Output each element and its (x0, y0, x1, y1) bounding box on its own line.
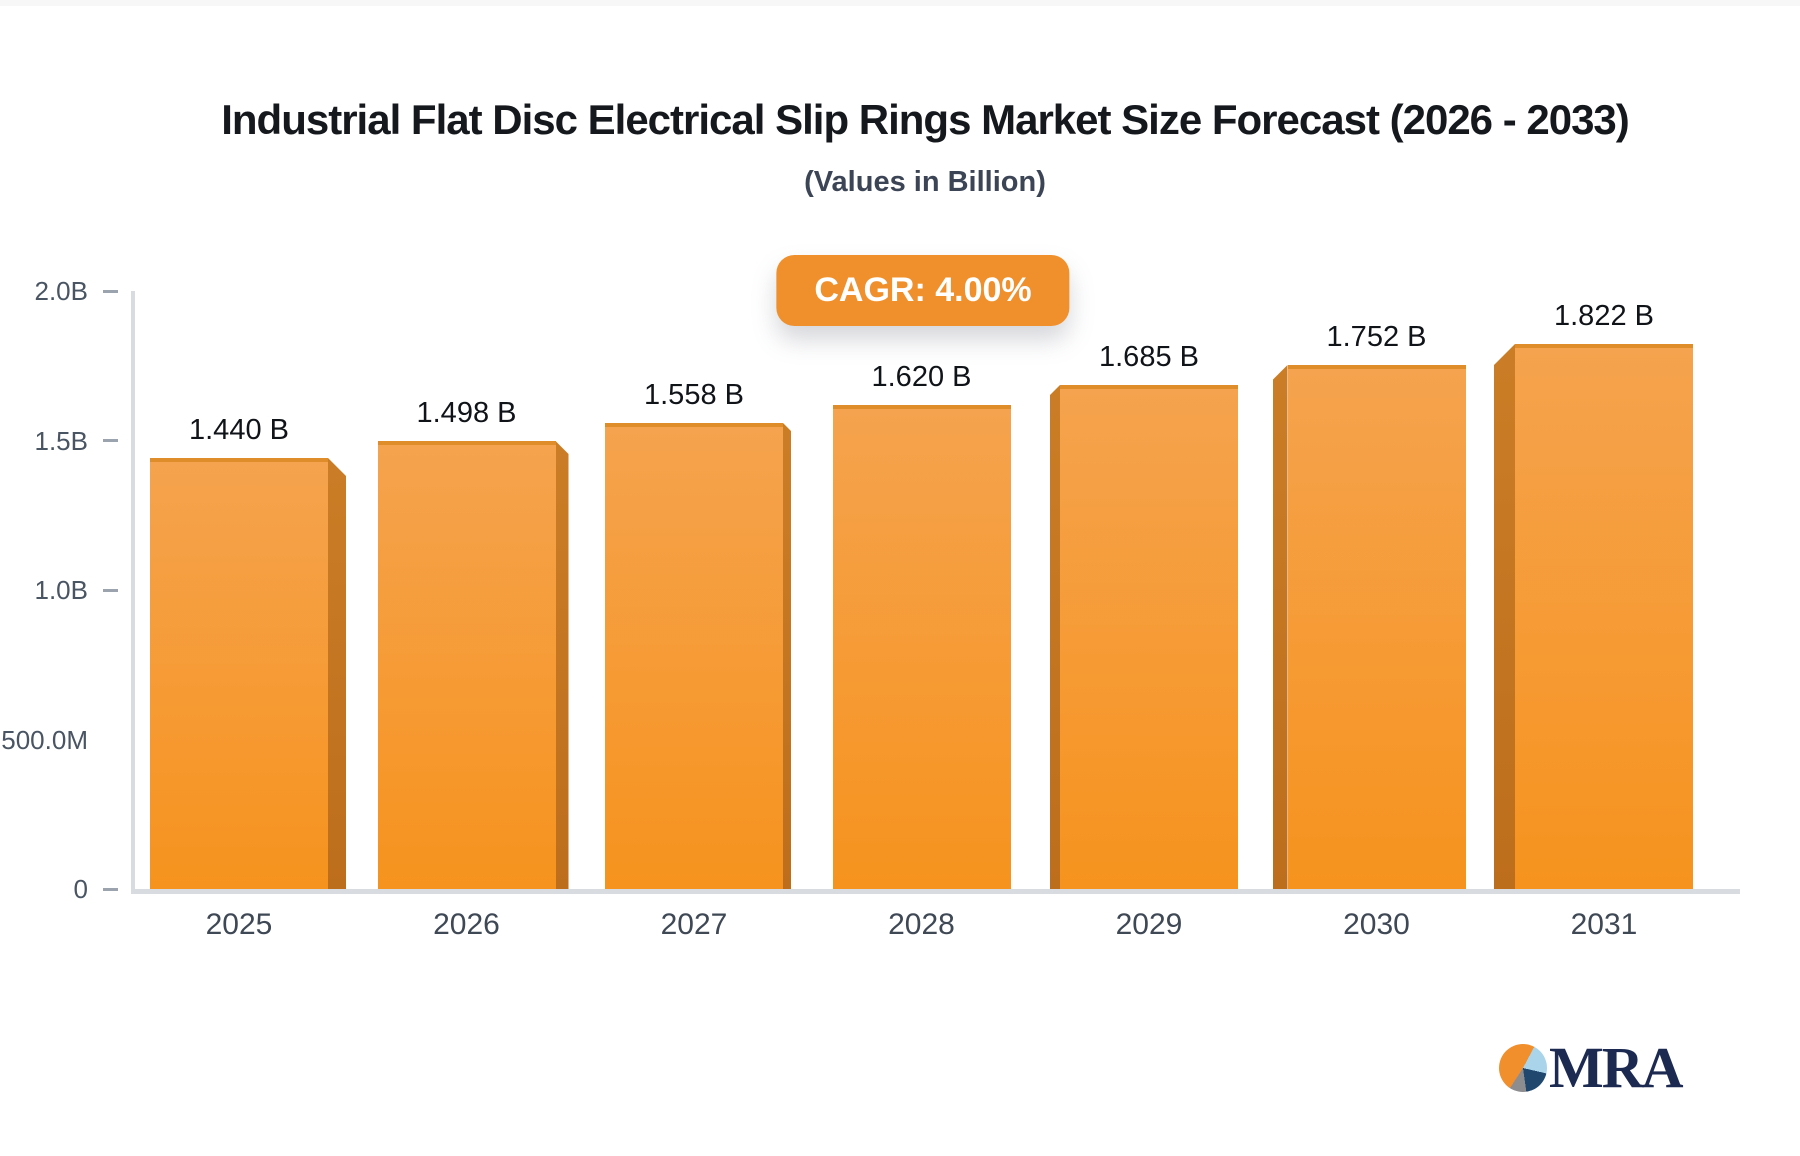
mra-logo: MRA (1499, 1030, 1684, 1106)
bar-2030 (1287, 365, 1466, 889)
y-axis-tick-label: 2.0B (34, 276, 89, 306)
bar-value-label: 1.752 B (1326, 321, 1427, 353)
chart-title: Industrial Flat Disc Electrical Slip Rin… (221, 96, 1630, 143)
bar-3d-side (1494, 344, 1515, 889)
bar-2025 (150, 458, 328, 889)
bar-3d-side (1050, 385, 1060, 889)
bar-2027 (605, 423, 783, 889)
bar-value-label: 1.498 B (416, 397, 517, 429)
bar-3d-side (555, 441, 569, 889)
chart-subtitle: (Values in Billion) (804, 166, 1046, 198)
pie-chart-logo-icon (1499, 1044, 1547, 1092)
y-axis-tick-label: 500.0M (1, 724, 88, 755)
bar-value-label: 1.685 B (1099, 341, 1199, 373)
x-axis-tick-label: 2025 (205, 908, 273, 941)
y-axis-tick-label: 1.0B (34, 575, 89, 605)
y-axis-tick-mark (103, 588, 118, 592)
y-axis-tick-mark (103, 439, 118, 442)
x-axis-tick-label: 2030 (1343, 908, 1410, 941)
bar-value-label: 1.558 B (644, 379, 744, 411)
y-axis-tick-mark (103, 887, 118, 891)
y-axis-tick-label: 0 (73, 874, 88, 904)
cagr-badge: CAGR: 4.00% (776, 255, 1070, 326)
bar-value-label: 1.620 B (871, 361, 972, 393)
bar-2031 (1515, 344, 1693, 889)
x-axis-tick-label: 2027 (660, 908, 728, 941)
mra-logo-text: MRA (1549, 1035, 1684, 1100)
bar-2029 (1060, 385, 1238, 889)
bar-2026 (377, 441, 556, 889)
cagr-badge-label: CAGR: 4.00% (814, 271, 1032, 309)
x-axis-line (131, 889, 1740, 894)
bar-3d-side (783, 423, 791, 889)
x-axis-tick-label: 2028 (888, 908, 955, 941)
x-axis-tick-label: 2026 (433, 908, 500, 941)
y-axis-line (131, 291, 135, 893)
bar-value-label: 1.440 B (189, 414, 289, 446)
bar-2028 (832, 405, 1011, 889)
y-axis-tick-mark (103, 289, 118, 293)
bar-3d-side (328, 458, 346, 889)
bar-value-label: 1.822 B (1554, 300, 1654, 332)
y-axis-tick-label: 1.5B (34, 425, 89, 456)
bar-3d-side (1272, 365, 1288, 889)
x-axis-tick-label: 2029 (1115, 908, 1183, 941)
x-axis-tick-label: 2031 (1570, 908, 1638, 941)
card-top-edge (0, 0, 1800, 6)
